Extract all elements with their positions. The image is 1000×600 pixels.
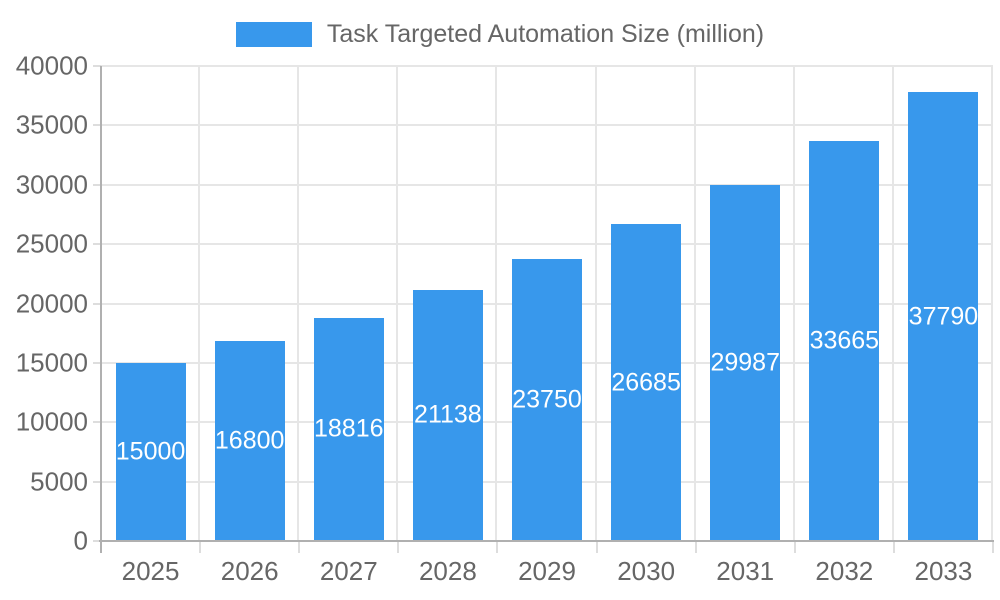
- x-tick-mark: [397, 542, 400, 553]
- y-tick-mark: [93, 65, 101, 67]
- gridline-horizontal: [101, 124, 993, 127]
- bar-value-label: 18816: [314, 414, 384, 443]
- x-axis-tick-label: 2025: [121, 556, 180, 586]
- gridline-vertical: [693, 66, 696, 541]
- legend: Task Targeted Automation Size (million): [0, 20, 1000, 48]
- y-axis-tick-label: 30000: [15, 169, 88, 200]
- gridline-vertical: [495, 66, 498, 541]
- bar-value-label: 37790: [908, 302, 979, 331]
- y-tick-mark: [93, 361, 101, 364]
- bar-value-label: 21138: [414, 400, 482, 429]
- bar: [413, 290, 483, 541]
- bar-value-label: 29987: [710, 348, 780, 377]
- x-tick-mark: [892, 542, 895, 553]
- x-axis-tick-label: 2030: [617, 556, 676, 586]
- gridline-horizontal: [101, 65, 993, 67]
- gridline-vertical: [297, 66, 300, 541]
- y-tick-mark: [93, 540, 101, 542]
- bar: [215, 341, 285, 541]
- gridline-vertical: [891, 66, 894, 541]
- gridline-vertical: [594, 66, 597, 541]
- y-axis-line: [100, 66, 102, 553]
- legend-swatch: [235, 21, 312, 47]
- y-axis-tick-label: 20000: [15, 288, 88, 318]
- x-tick-mark: [992, 542, 994, 553]
- bar-value-label: 23750: [512, 385, 582, 414]
- gridline-vertical: [991, 66, 993, 541]
- x-axis-tick-label: 2031: [716, 556, 775, 586]
- bar: [512, 259, 582, 541]
- bar-value-label: 33665: [809, 326, 880, 355]
- y-axis-tick-label: 40000: [15, 50, 88, 81]
- y-tick-mark: [93, 183, 101, 186]
- x-axis-tick-label: 2028: [418, 556, 477, 586]
- y-axis-tick-label: 10000: [15, 406, 88, 437]
- gridline-horizontal: [101, 183, 993, 186]
- gridline-vertical: [396, 66, 399, 541]
- y-tick-mark: [93, 124, 101, 127]
- x-tick-mark: [595, 542, 598, 553]
- bar-value-label: 16800: [214, 426, 285, 455]
- bar: [710, 185, 780, 541]
- y-axis-tick-label: 25000: [15, 228, 88, 259]
- x-axis-tick-label: 2026: [220, 556, 279, 586]
- y-axis-tick-label: 0: [73, 525, 88, 556]
- x-axis-tick-label: 2033: [914, 556, 973, 586]
- gridline-vertical: [792, 66, 795, 541]
- x-tick-mark: [496, 542, 499, 553]
- y-tick-mark: [93, 243, 101, 246]
- gridline-horizontal: [101, 243, 993, 246]
- x-axis-tick-label: 2027: [319, 556, 378, 586]
- x-axis-tick-label: 2029: [518, 556, 576, 586]
- x-tick-mark: [694, 542, 697, 553]
- bar: [611, 224, 681, 541]
- gridline-vertical: [198, 66, 201, 541]
- bar: [809, 141, 879, 541]
- bar-value-label: 26685: [611, 368, 681, 397]
- y-tick-mark: [93, 421, 101, 424]
- x-tick-mark: [199, 542, 202, 553]
- x-axis-tick-label: 2032: [815, 556, 874, 586]
- bar: [314, 318, 384, 541]
- bar-value-label: 15000: [115, 437, 186, 466]
- x-tick-mark: [793, 542, 796, 553]
- bar: [908, 92, 978, 541]
- y-axis-tick-label: 5000: [30, 466, 88, 497]
- y-tick-mark: [93, 302, 101, 305]
- y-axis-tick-label: 35000: [15, 109, 88, 140]
- x-axis-line: [99, 540, 994, 542]
- bar: [116, 363, 186, 541]
- x-tick-mark: [298, 542, 301, 553]
- y-axis-tick-label: 15000: [15, 347, 88, 378]
- legend-label: Task Targeted Automation Size (million): [326, 20, 765, 48]
- plot-area: 15000 16800 18816 21138 23750 26685 29987 33665…: [101, 65, 993, 541]
- y-tick-mark: [93, 480, 101, 483]
